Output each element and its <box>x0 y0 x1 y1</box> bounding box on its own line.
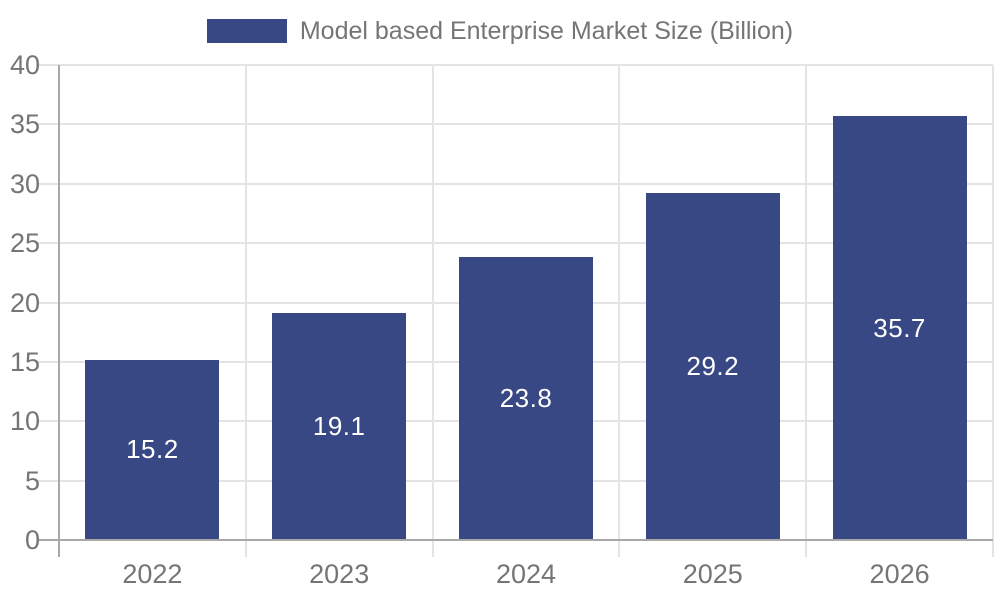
gridline-vertical <box>805 65 808 557</box>
y-axis-tick-label: 25 <box>9 228 40 259</box>
y-axis-tick-label: 15 <box>9 346 40 377</box>
gridline-horizontal <box>38 64 993 66</box>
gridline-horizontal <box>38 182 993 185</box>
y-axis-line <box>58 65 60 557</box>
x-axis-tick-label: 2025 <box>682 559 743 589</box>
y-axis-tick-label: 35 <box>9 109 40 140</box>
chart-legend[interactable]: Model based Enterprise Market Size (Bill… <box>0 16 1000 46</box>
legend-swatch-icon <box>206 19 287 43</box>
bar: 15.2 <box>85 359 220 540</box>
x-axis-tick-label: 2023 <box>309 559 370 589</box>
bar-value-label: 15.2 <box>126 434 179 465</box>
y-axis-tick-label: 20 <box>9 287 40 318</box>
gridline-horizontal <box>38 242 993 245</box>
bar-value-label: 23.8 <box>499 383 553 414</box>
y-axis-tick-label: 10 <box>9 406 40 437</box>
y-axis-tick-label: 30 <box>9 168 40 199</box>
bar-value-label: 29.2 <box>686 351 740 382</box>
bar: 29.2 <box>645 193 780 540</box>
y-axis-tick-label: 40 <box>9 50 40 80</box>
bar: 35.7 <box>832 116 967 540</box>
legend-label: Model based Enterprise Market Size (Bill… <box>299 17 794 45</box>
gridline-vertical <box>244 65 247 557</box>
bar: 23.8 <box>459 257 593 540</box>
x-axis-tick-label: 2022 <box>122 559 183 589</box>
gridline-horizontal <box>38 123 993 126</box>
bar-value-label: 35.7 <box>873 312 926 343</box>
x-axis-line <box>38 539 993 541</box>
y-axis-tick-label: 0 <box>24 525 40 555</box>
y-axis-tick-label: 5 <box>24 465 40 496</box>
bar-value-label: 19.1 <box>312 411 366 442</box>
bar: 19.1 <box>272 313 407 540</box>
gridline-vertical <box>618 65 621 557</box>
x-axis-tick-label: 2026 <box>869 559 930 589</box>
gridline-vertical <box>992 65 994 557</box>
x-axis-tick-label: 2024 <box>495 559 557 589</box>
gridline-vertical <box>431 65 434 557</box>
